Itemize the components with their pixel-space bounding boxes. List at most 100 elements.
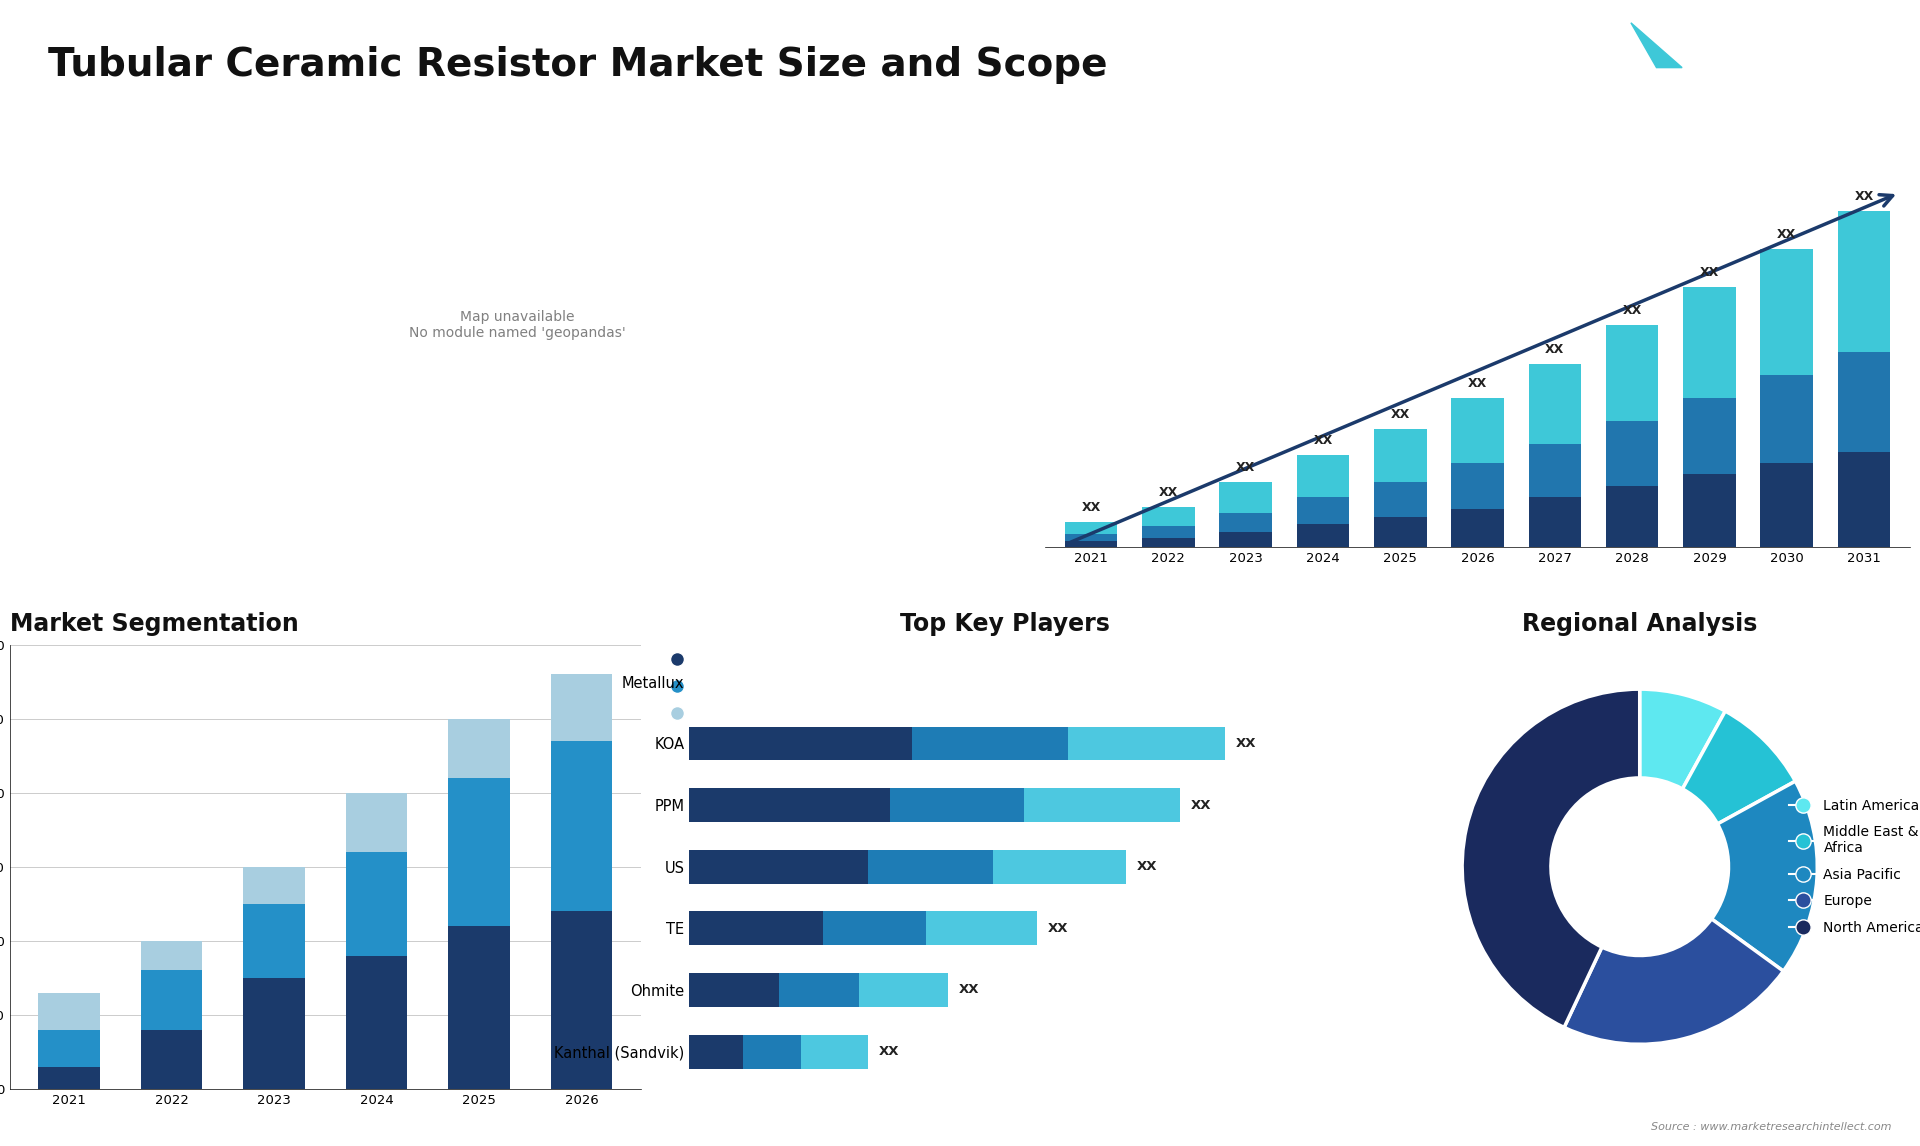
Bar bbox=[346, 793, 407, 851]
Bar bbox=[346, 851, 407, 956]
Bar bbox=[1066, 541, 1117, 547]
Bar bbox=[551, 911, 612, 1089]
Text: RESEARCH: RESEARCH bbox=[1695, 54, 1749, 63]
Text: XX: XX bbox=[1236, 461, 1256, 474]
Bar bbox=[1142, 537, 1194, 547]
Bar bbox=[1684, 474, 1736, 547]
Polygon shape bbox=[1630, 23, 1682, 112]
Legend: Type, Application, Geography: Type, Application, Geography bbox=[662, 652, 785, 722]
Bar bbox=[1375, 429, 1427, 482]
Bar bbox=[1375, 482, 1427, 517]
Bar bbox=[891, 788, 1023, 822]
Bar bbox=[1142, 507, 1194, 526]
Wedge shape bbox=[1463, 689, 1640, 1028]
Bar bbox=[925, 911, 1037, 945]
Bar bbox=[449, 926, 511, 1089]
Text: Tubular Ceramic Resistor Market Size and Scope: Tubular Ceramic Resistor Market Size and… bbox=[48, 46, 1108, 84]
Bar bbox=[244, 904, 305, 978]
Bar bbox=[1837, 211, 1891, 352]
Bar bbox=[689, 727, 912, 761]
Bar bbox=[1375, 517, 1427, 547]
Text: XX: XX bbox=[958, 983, 979, 997]
Bar bbox=[1219, 512, 1271, 532]
Text: XX: XX bbox=[1778, 228, 1797, 241]
Bar bbox=[1528, 497, 1582, 547]
Bar bbox=[689, 788, 891, 822]
Bar bbox=[1452, 398, 1503, 463]
Bar bbox=[1605, 325, 1659, 421]
Text: Market Segmentation: Market Segmentation bbox=[10, 612, 298, 636]
Text: XX: XX bbox=[1699, 266, 1718, 280]
Bar bbox=[1452, 463, 1503, 509]
Bar bbox=[551, 741, 612, 911]
Bar bbox=[778, 973, 858, 1007]
Bar bbox=[449, 778, 511, 926]
Text: XX: XX bbox=[1081, 501, 1100, 515]
Bar bbox=[743, 1035, 801, 1068]
Bar bbox=[1296, 524, 1350, 547]
Bar bbox=[38, 992, 100, 1029]
Text: XX: XX bbox=[1235, 737, 1256, 749]
Wedge shape bbox=[1640, 689, 1726, 788]
Wedge shape bbox=[1711, 782, 1818, 971]
Bar bbox=[346, 956, 407, 1089]
Bar bbox=[244, 978, 305, 1089]
Text: MARKET: MARKET bbox=[1695, 25, 1738, 34]
Bar bbox=[1761, 249, 1812, 375]
Bar bbox=[801, 1035, 868, 1068]
Title: Top Key Players: Top Key Players bbox=[900, 612, 1110, 636]
Text: XX: XX bbox=[1160, 486, 1179, 499]
Bar bbox=[1605, 486, 1659, 547]
Bar bbox=[689, 973, 778, 1007]
Bar bbox=[1142, 526, 1194, 537]
Bar bbox=[551, 674, 612, 741]
Bar bbox=[1837, 452, 1891, 547]
Title: Regional Analysis: Regional Analysis bbox=[1523, 612, 1757, 636]
Bar bbox=[1068, 727, 1225, 761]
Bar bbox=[1023, 788, 1181, 822]
Text: XX: XX bbox=[1622, 305, 1642, 317]
Text: XX: XX bbox=[1546, 343, 1565, 355]
Polygon shape bbox=[1630, 23, 1682, 68]
Bar bbox=[38, 1067, 100, 1089]
Bar bbox=[140, 1029, 202, 1089]
Bar bbox=[449, 719, 511, 778]
Text: XX: XX bbox=[1137, 861, 1158, 873]
Bar bbox=[1837, 352, 1891, 452]
Bar bbox=[689, 850, 868, 884]
Text: XX: XX bbox=[1390, 408, 1409, 421]
Bar bbox=[1684, 398, 1736, 474]
Text: Source : www.marketresearchintellect.com: Source : www.marketresearchintellect.com bbox=[1651, 1122, 1891, 1132]
Bar bbox=[244, 866, 305, 904]
Text: XX: XX bbox=[879, 1045, 899, 1058]
Bar bbox=[824, 911, 925, 945]
Bar bbox=[140, 971, 202, 1029]
Bar bbox=[1219, 482, 1271, 512]
Bar bbox=[912, 727, 1068, 761]
Bar bbox=[1066, 523, 1117, 534]
Bar bbox=[1219, 532, 1271, 547]
Bar bbox=[868, 850, 993, 884]
Text: INTELLECT: INTELLECT bbox=[1695, 84, 1751, 93]
Bar bbox=[689, 911, 824, 945]
Bar bbox=[1684, 288, 1736, 398]
Bar bbox=[1296, 455, 1350, 497]
Text: XX: XX bbox=[1190, 799, 1212, 811]
Bar bbox=[1761, 463, 1812, 547]
Bar bbox=[1452, 509, 1503, 547]
Bar bbox=[38, 1029, 100, 1067]
Text: XX: XX bbox=[1855, 190, 1874, 203]
Bar bbox=[1761, 375, 1812, 463]
Bar bbox=[689, 1035, 743, 1068]
Text: XX: XX bbox=[1313, 434, 1332, 447]
Text: XX: XX bbox=[1469, 377, 1488, 390]
Text: Map unavailable
No module named 'geopandas': Map unavailable No module named 'geopand… bbox=[409, 311, 626, 340]
Bar bbox=[1528, 363, 1582, 444]
Bar bbox=[1605, 421, 1659, 486]
Bar bbox=[1066, 534, 1117, 541]
Bar bbox=[1296, 497, 1350, 524]
Bar bbox=[858, 973, 948, 1007]
Legend: Latin America, Middle East &
Africa, Asia Pacific, Europe, North America: Latin America, Middle East & Africa, Asi… bbox=[1789, 799, 1920, 935]
Wedge shape bbox=[1682, 712, 1795, 824]
Bar bbox=[1528, 444, 1582, 497]
